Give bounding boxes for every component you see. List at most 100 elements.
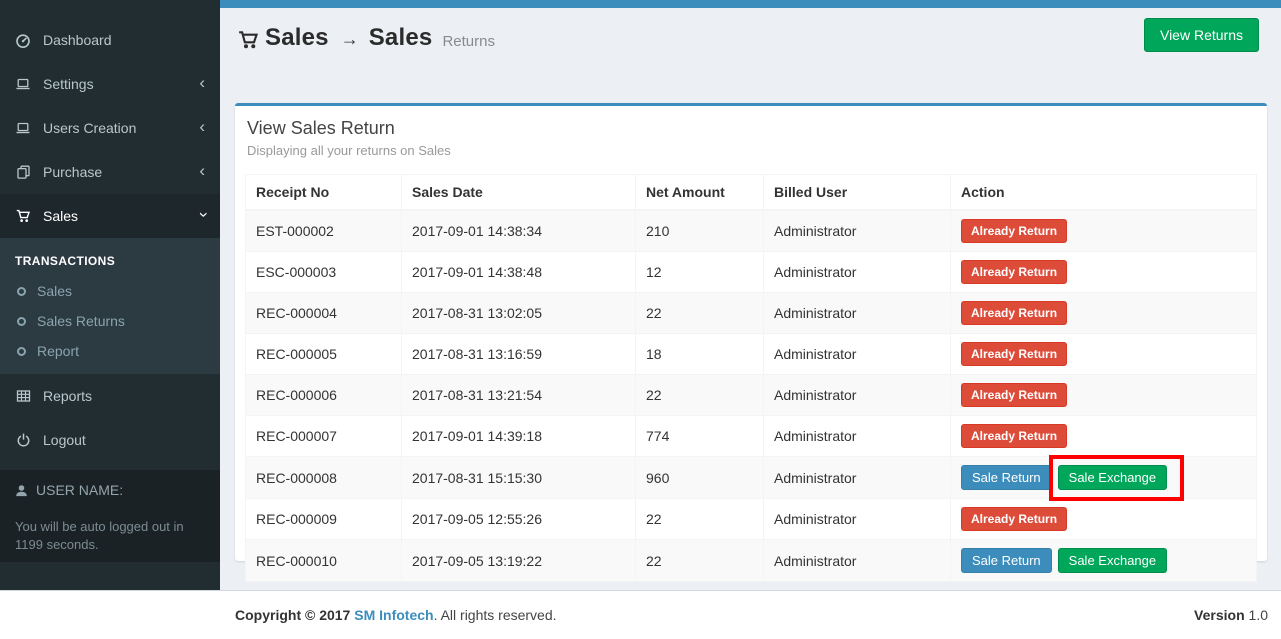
version-value: 1.0: [1248, 607, 1268, 623]
billed-user-cell: Administrator: [763, 456, 951, 499]
billed-user-cell: Administrator: [763, 292, 951, 334]
receipt-no-cell: EST-000002: [245, 210, 402, 252]
sidebar-item-purchase[interactable]: Purchase ‹: [0, 150, 220, 194]
net-amount-cell: 210: [635, 210, 764, 252]
chevron-left-icon: ‹: [199, 117, 205, 137]
laptop-icon: [15, 121, 31, 135]
billed-user-cell: Administrator: [763, 539, 951, 582]
sidebar-item-label: Logout: [43, 432, 86, 448]
sidebar-item-settings[interactable]: Settings ‹: [0, 62, 220, 106]
laptop-icon: [15, 77, 31, 91]
submenu-item-sales[interactable]: Sales: [0, 276, 220, 306]
billed-user-cell: Administrator: [763, 210, 951, 252]
submenu-item-label: Report: [37, 343, 80, 359]
table-row: REC-000007 2017-09-01 14:39:18 774 Administ…: [245, 415, 1257, 457]
company-link[interactable]: SM Infotech: [354, 607, 434, 623]
already-return-button[interactable]: Already Return: [961, 424, 1068, 448]
action-cell: Sale Return Sale Exchange: [950, 455, 1257, 501]
sales-date-cell: 2017-08-31 13:16:59: [401, 333, 636, 375]
breadcrumb-section: Sales: [265, 24, 329, 51]
column-header-net-amount: Net Amount: [635, 174, 764, 211]
table-row: REC-000008 2017-08-31 15:15:30 960 Administ…: [245, 455, 1257, 501]
net-amount-cell: 22: [635, 498, 764, 540]
dashboard-icon: [15, 33, 31, 48]
net-amount-cell: 22: [635, 374, 764, 416]
sidebar-menu-lower: Reports Logout: [0, 374, 220, 462]
sidebar-item-dashboard[interactable]: Dashboard: [0, 18, 220, 62]
net-amount-cell: 18: [635, 333, 764, 375]
panel-title: View Sales Return: [247, 118, 395, 138]
top-accent-bar: [220, 0, 1281, 8]
table-row: REC-000006 2017-08-31 13:21:54 22 Administr…: [245, 374, 1257, 416]
net-amount-cell: 22: [635, 539, 764, 582]
table-row: EST-000002 2017-09-01 14:38:34 210 Administ…: [245, 210, 1257, 252]
power-icon: [15, 433, 31, 447]
already-return-button[interactable]: Already Return: [961, 219, 1068, 243]
table-row: ESC-000003 2017-09-01 14:38:48 12 Administr…: [245, 251, 1257, 293]
breadcrumb-arrow-icon: →: [340, 29, 359, 49]
user-panel: USER NAME: You will be auto logged out i…: [0, 470, 220, 562]
circle-o-icon: [17, 346, 26, 356]
cart-icon: [15, 209, 31, 223]
sales-date-cell: 2017-09-05 12:55:26: [401, 498, 636, 540]
submenu-item-label: Sales Returns: [37, 313, 125, 329]
sale-return-button[interactable]: Sale Return: [961, 548, 1052, 573]
sidebar-item-logout[interactable]: Logout: [0, 418, 220, 462]
column-header-sales-date: Sales Date: [401, 174, 636, 211]
sales-date-cell: 2017-08-31 13:21:54: [401, 374, 636, 416]
sale-exchange-button[interactable]: Sale Exchange: [1057, 465, 1168, 490]
panel-header: View Sales Return Displaying all your re…: [235, 106, 1267, 168]
action-cell: Sale Return Sale Exchange: [950, 539, 1257, 582]
receipt-no-cell: ESC-000003: [245, 251, 402, 293]
page-title: Sales → Sales Returns: [237, 24, 1266, 52]
already-return-button[interactable]: Already Return: [961, 383, 1068, 407]
already-return-button[interactable]: Already Return: [961, 301, 1068, 325]
table-row: REC-000005 2017-08-31 13:16:59 18 Administr…: [245, 333, 1257, 375]
submenu-item-sales-returns[interactable]: Sales Returns: [0, 306, 220, 336]
sidebar-item-label: Dashboard: [43, 32, 112, 48]
copyright-suffix: . All rights reserved.: [433, 607, 557, 623]
sidebar-item-label: Sales: [43, 208, 79, 224]
already-return-button[interactable]: Already Return: [961, 342, 1068, 366]
net-amount-cell: 12: [635, 251, 764, 293]
table-row: REC-000009 2017-09-05 12:55:26 22 Administr…: [245, 498, 1257, 540]
footer: Copyright © 2017 SM Infotech. All rights…: [0, 590, 1281, 639]
version-text: Version 1.0: [1194, 607, 1268, 623]
billed-user-cell: Administrator: [763, 333, 951, 375]
action-cell: Already Return: [950, 251, 1257, 293]
sales-return-panel: View Sales Return Displaying all your re…: [235, 103, 1267, 582]
sidebar-item-sales[interactable]: Sales ‹: [0, 194, 220, 238]
receipt-no-cell: REC-000010: [245, 539, 402, 582]
sales-submenu: TRANSACTIONS Sales Sales Returns Report: [0, 238, 220, 374]
billed-user-cell: Administrator: [763, 251, 951, 293]
column-header-billed-user: Billed User: [763, 174, 951, 211]
action-cell: Already Return: [950, 292, 1257, 334]
receipt-no-cell: REC-000005: [245, 333, 402, 375]
billed-user-cell: Administrator: [763, 498, 951, 540]
sales-returns-table-body: EST-000002 2017-09-01 14:38:34 210 Administ…: [245, 210, 1257, 582]
already-return-button[interactable]: Already Return: [961, 260, 1068, 284]
column-header-action: Action: [950, 174, 1257, 211]
main-content: Sales → Sales Returns View Returns View …: [220, 8, 1281, 590]
sale-exchange-button[interactable]: Sale Exchange: [1057, 548, 1168, 573]
highlight-annotation: Sale Exchange: [1048, 455, 1185, 501]
view-returns-button[interactable]: View Returns: [1143, 18, 1259, 52]
sale-return-button[interactable]: Sale Return: [961, 465, 1052, 490]
submenu-item-report[interactable]: Report: [0, 336, 220, 366]
breadcrumb-sub: Returns: [442, 32, 495, 50]
column-header-receipt-no: Receipt No: [245, 174, 402, 211]
net-amount-cell: 22: [635, 292, 764, 334]
auto-logout-note: You will be auto logged out in 1199 seco…: [15, 519, 184, 552]
panel-subtitle: Displaying all your returns on Sales: [247, 143, 451, 158]
chevron-down-icon: ‹: [192, 211, 212, 218]
already-return-button[interactable]: Already Return: [961, 507, 1068, 531]
circle-o-icon: [17, 286, 26, 296]
sidebar-item-label: Purchase: [43, 164, 103, 180]
receipt-no-cell: REC-000006: [245, 374, 402, 416]
table-icon: [15, 389, 31, 403]
sidebar-item-reports[interactable]: Reports: [0, 374, 220, 418]
sidebar-item-users-creation[interactable]: Users Creation ‹: [0, 106, 220, 150]
action-cell: Already Return: [950, 333, 1257, 375]
receipt-no-cell: REC-000004: [245, 292, 402, 334]
table-row: REC-000004 2017-08-31 13:02:05 22 Administr…: [245, 292, 1257, 334]
